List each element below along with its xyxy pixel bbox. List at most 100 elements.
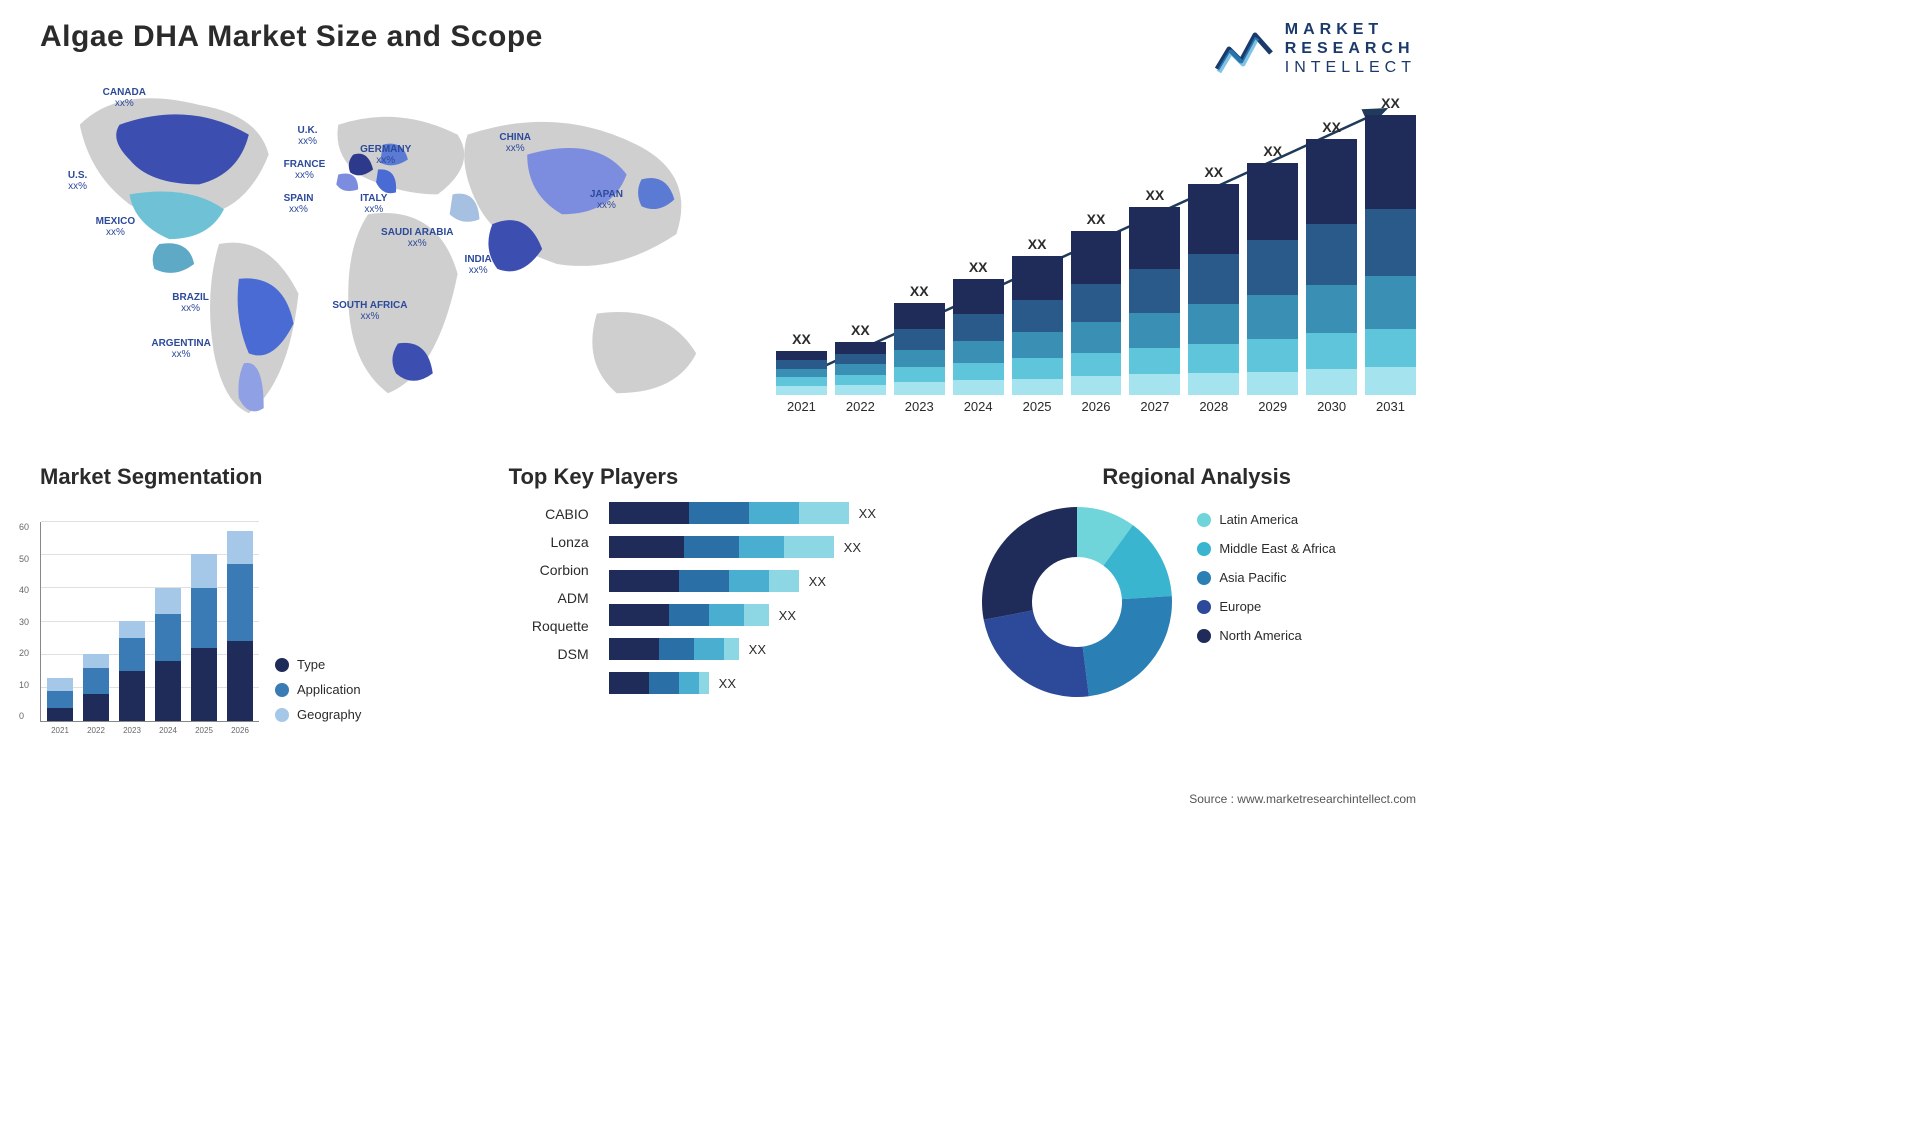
forecast-bar-segment [776, 386, 827, 395]
forecast-bar-segment [1365, 276, 1416, 329]
legend-label: North America [1219, 628, 1301, 643]
player-bar: XX [609, 570, 948, 592]
forecast-bar-segment [953, 380, 1004, 395]
seg-bar-segment [155, 614, 181, 661]
forecast-bar-segment [1012, 332, 1063, 358]
forecast-bar-segment [894, 350, 945, 368]
forecast-bar-value: XX [1087, 211, 1106, 227]
legend-dot [275, 708, 289, 722]
forecast-bar-segment [1247, 163, 1298, 239]
players-panel: Top Key Players CABIOLonzaCorbionADMRoqu… [509, 464, 948, 744]
regional-panel: Regional Analysis Latin America Middle Ea… [977, 464, 1416, 744]
forecast-bar-year: 2027 [1140, 399, 1169, 414]
forecast-bar-segment [1365, 209, 1416, 276]
player-bar-segment [679, 570, 729, 592]
forecast-bar-value: XX [792, 331, 811, 347]
seg-bar-segment [83, 694, 109, 721]
forecast-bar-segment [1188, 184, 1239, 254]
seg-ytick: 40 [19, 585, 29, 595]
seg-bar: 2021 [47, 678, 73, 721]
seg-bar-segment [227, 641, 253, 721]
map-label: GERMANYxx% [360, 144, 411, 166]
seg-bar-segment [83, 668, 109, 695]
source-text: Source : www.marketresearchintellect.com [1189, 792, 1416, 806]
legend-label: Middle East & Africa [1219, 541, 1335, 556]
forecast-bar-segment [1071, 231, 1122, 284]
donut-slice [1083, 596, 1172, 696]
donut-slice [982, 507, 1077, 620]
player-value: XX [779, 608, 796, 623]
forecast-bar-segment [1071, 322, 1122, 353]
player-name: Lonza [509, 534, 589, 550]
seg-bar-segment [119, 621, 145, 638]
forecast-bar-segment [894, 329, 945, 350]
player-name: CABIO [509, 506, 589, 522]
forecast-bar-segment [1188, 304, 1239, 344]
legend-dot [1197, 542, 1211, 556]
forecast-bar-segment [1012, 300, 1063, 332]
forecast-bar-year: 2022 [846, 399, 875, 414]
seg-bar-segment [191, 588, 217, 648]
player-bar-segment [709, 604, 744, 626]
forecast-bar-year: 2023 [905, 399, 934, 414]
seg-bar-year: 2022 [87, 726, 105, 735]
forecast-bar-year: 2030 [1317, 399, 1346, 414]
regional-legend-item: Asia Pacific [1197, 570, 1335, 585]
map-label: JAPANxx% [590, 189, 623, 211]
forecast-bar-segment [1247, 295, 1298, 339]
seg-bar-segment [227, 531, 253, 564]
seg-bar: 2025 [191, 554, 217, 721]
forecast-bar: XX2023 [894, 283, 945, 414]
map-label: ITALYxx% [360, 193, 387, 215]
player-bar-segment [609, 570, 679, 592]
forecast-bar-value: XX [969, 259, 988, 275]
player-bar-segment [609, 638, 659, 660]
player-bar: XX [609, 536, 948, 558]
forecast-bar: XX2027 [1129, 187, 1180, 414]
legend-label: Europe [1219, 599, 1261, 614]
regional-legend-item: Latin America [1197, 512, 1335, 527]
forecast-bar-segment [776, 360, 827, 369]
forecast-bar-value: XX [851, 322, 870, 338]
player-bar-segment [609, 536, 684, 558]
forecast-bar-segment [1071, 284, 1122, 322]
forecast-bar-value: XX [1028, 236, 1047, 252]
map-label: CHINAxx% [499, 132, 531, 154]
forecast-bar-segment [953, 341, 1004, 363]
page-title: Algae DHA Market Size and Scope [40, 20, 1416, 54]
forecast-bar-segment [835, 364, 886, 374]
forecast-bar-value: XX [1204, 164, 1223, 180]
forecast-bar: XX2024 [953, 259, 1004, 414]
forecast-bar-segment [1188, 344, 1239, 373]
seg-legend-item: Application [275, 682, 361, 697]
forecast-bar-value: XX [1322, 119, 1341, 135]
forecast-bar-segment [1306, 139, 1357, 224]
forecast-bar-segment [1071, 376, 1122, 395]
forecast-bar: XX2031 [1365, 95, 1416, 414]
map-svg [40, 64, 736, 444]
forecast-bar-segment [1129, 269, 1180, 313]
logo-line1: MARKET [1285, 21, 1383, 38]
forecast-bar-segment [1306, 369, 1357, 395]
forecast-bar-segment [894, 382, 945, 395]
forecast-bar-segment [835, 385, 886, 395]
segmentation-title: Market Segmentation [40, 464, 479, 490]
player-bar-segment [739, 536, 784, 558]
seg-bar-segment [119, 638, 145, 671]
regional-title: Regional Analysis [977, 464, 1416, 490]
seg-bar-year: 2024 [159, 726, 177, 735]
seg-legend-item: Type [275, 657, 361, 672]
player-bar-segment [609, 502, 689, 524]
legend-label: Latin America [1219, 512, 1298, 527]
seg-ytick: 50 [19, 554, 29, 564]
legend-dot [1197, 629, 1211, 643]
forecast-bar-segment [776, 351, 827, 360]
forecast-bar-segment [776, 377, 827, 386]
forecast-bar-segment [835, 354, 886, 364]
forecast-bar-value: XX [1263, 143, 1282, 159]
forecast-bar-value: XX [1381, 95, 1400, 111]
legend-dot [275, 658, 289, 672]
legend-dot [1197, 600, 1211, 614]
seg-bar: 2024 [155, 588, 181, 721]
forecast-bar-segment [1012, 358, 1063, 379]
